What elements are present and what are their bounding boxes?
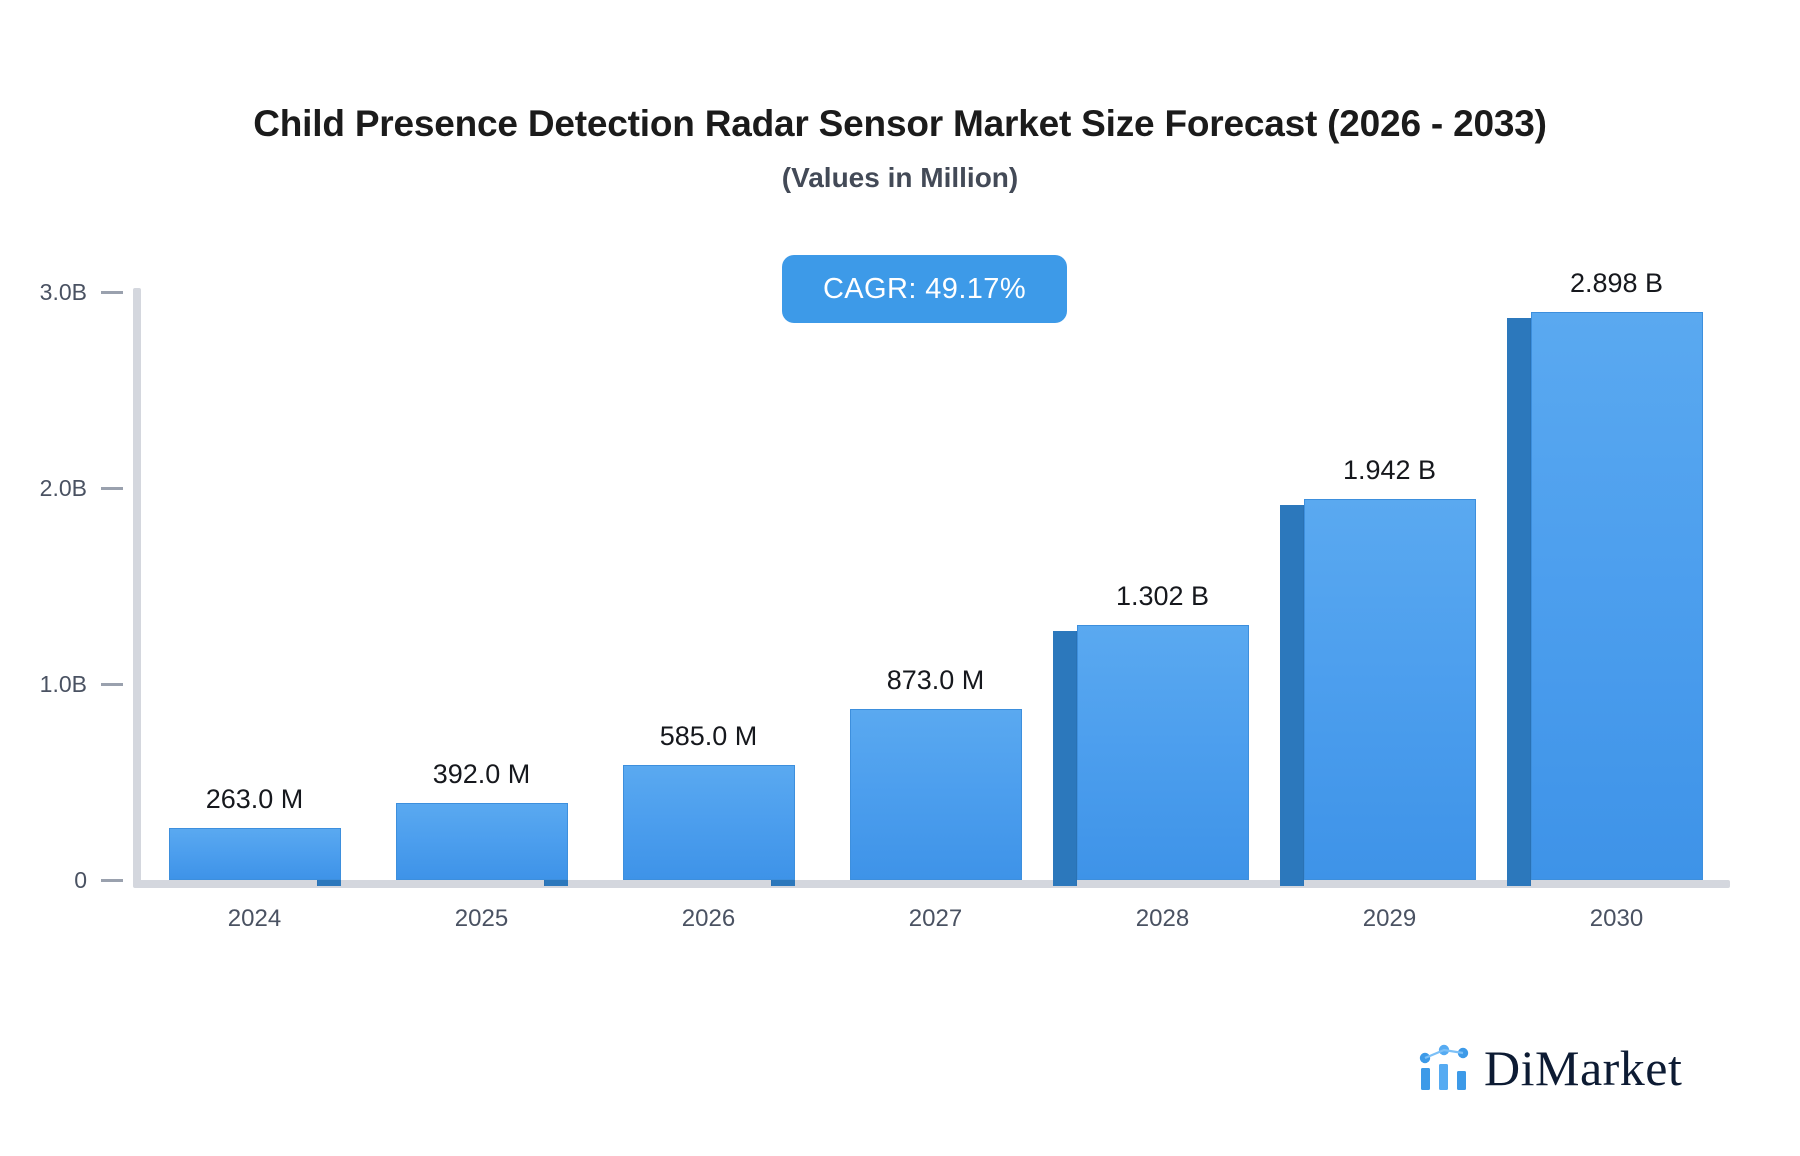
- bar-front-face[interactable]: [1076, 624, 1249, 880]
- x-axis-line: [133, 880, 1730, 888]
- y-axis-line: [133, 288, 141, 886]
- brand-name: DiMarket: [1484, 1040, 1683, 1096]
- bar-front-face[interactable]: [168, 828, 341, 880]
- y-axis-tick: 1.0B: [0, 671, 133, 697]
- x-axis-tick-label: 2030: [1589, 905, 1644, 932]
- x-axis-tick-label: 2029: [1362, 905, 1417, 932]
- y-axis-tick-label: 3.0B: [39, 278, 87, 305]
- chart-header: Child Presence Detection Radar Sensor Ma…: [0, 0, 1800, 194]
- bar-value-label: 585.0 M: [659, 721, 758, 752]
- y-axis-tick: 2.0B: [0, 475, 133, 501]
- brand-logo: DiMarket: [1418, 1043, 1682, 1093]
- page-title: Child Presence Detection Radar Sensor Ma…: [253, 103, 1547, 144]
- bar-front-face[interactable]: [1303, 499, 1476, 880]
- bar-value-label: 873.0 M: [886, 664, 985, 695]
- bar-side-face: [770, 771, 795, 886]
- bar-side-face: [1506, 317, 1531, 886]
- y-axis-tick-mark: [101, 486, 123, 490]
- y-axis-tick: 3.0B: [0, 279, 133, 305]
- x-axis-tick-label: 2028: [1135, 905, 1190, 932]
- bar-value-label: 1.942 B: [1342, 455, 1437, 486]
- y-axis-tick: 0: [0, 867, 133, 893]
- y-axis-tick-mark: [101, 682, 123, 686]
- bar-chart-icon: [1419, 1044, 1469, 1090]
- y-axis-tick-label: 2.0B: [39, 474, 87, 501]
- bar-side-face: [1052, 630, 1077, 886]
- bar-side-face: [543, 809, 568, 886]
- bar-side-face: [316, 834, 341, 886]
- bar-front-face[interactable]: [622, 765, 795, 880]
- y-axis-tick-mark: [101, 878, 123, 882]
- bar-front-face[interactable]: [849, 708, 1022, 880]
- chart-subtitle: (Values in Million): [781, 162, 1019, 193]
- y-axis-tick-label: 1.0B: [39, 670, 87, 697]
- x-axis-tick-label: 2027: [908, 905, 963, 932]
- x-axis-tick-label: 2026: [681, 905, 736, 932]
- bar-value-label: 263.0 M: [205, 784, 304, 815]
- cagr-badge-label: CAGR: 49.17%: [822, 272, 1027, 305]
- bar-value-label: 1.302 B: [1115, 580, 1210, 611]
- bar-front-face[interactable]: [395, 803, 568, 880]
- bar-value-label: 2.898 B: [1569, 267, 1664, 298]
- bar-front-face[interactable]: [1530, 311, 1703, 880]
- y-axis-tick-mark: [101, 290, 123, 294]
- bar-side-face: [1279, 505, 1304, 886]
- x-axis-tick-label: 2025: [454, 905, 509, 932]
- y-axis-tick-label: 0: [74, 866, 87, 893]
- bar-value-label: 392.0 M: [432, 759, 531, 790]
- x-axis-tick-label: 2024: [227, 905, 282, 932]
- cagr-badge: CAGR: 49.17%: [782, 255, 1067, 323]
